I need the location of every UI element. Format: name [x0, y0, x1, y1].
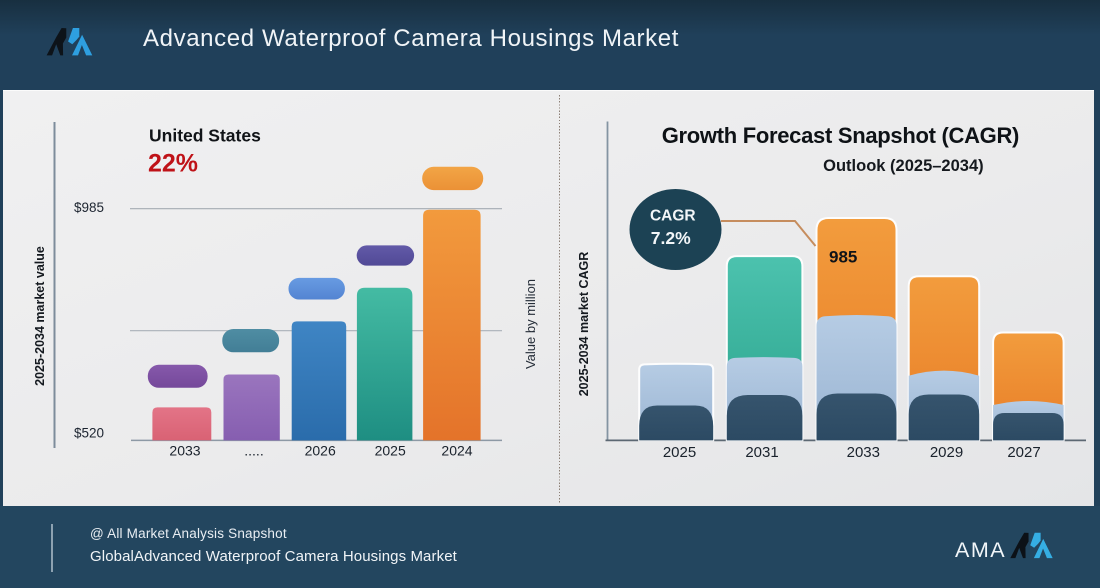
svg-text:7.2%: 7.2% [651, 228, 691, 248]
svg-text:$985: $985 [74, 200, 104, 215]
svg-text:$520: $520 [74, 425, 104, 440]
svg-text:United States: United States [149, 125, 261, 145]
svg-text:2027: 2027 [1007, 444, 1040, 461]
svg-text:Outlook (2025–2034): Outlook (2025–2034) [823, 157, 984, 175]
svg-text:.....: ..... [244, 442, 263, 458]
svg-text:Value by million: Value by million [523, 279, 538, 369]
svg-text:2025: 2025 [375, 442, 406, 458]
svg-text:CAGR: CAGR [650, 208, 696, 225]
svg-text:2024: 2024 [441, 442, 472, 458]
svg-text:2026: 2026 [305, 442, 336, 458]
svg-text:985: 985 [829, 247, 857, 266]
svg-text:2033: 2033 [847, 444, 880, 461]
svg-text:2029: 2029 [930, 444, 963, 461]
svg-text:2025-2034 market value: 2025-2034 market value [33, 246, 47, 386]
svg-text:22%: 22% [148, 150, 198, 178]
svg-text:2025: 2025 [663, 444, 696, 461]
svg-text:2033: 2033 [169, 442, 200, 458]
svg-text:2031: 2031 [745, 444, 778, 461]
svg-text:2025-2034 market CAGR: 2025-2034 market CAGR [577, 252, 591, 397]
svg-text:Growth Forecast Snapshot (CAGR: Growth Forecast Snapshot (CAGR) [662, 123, 1019, 148]
